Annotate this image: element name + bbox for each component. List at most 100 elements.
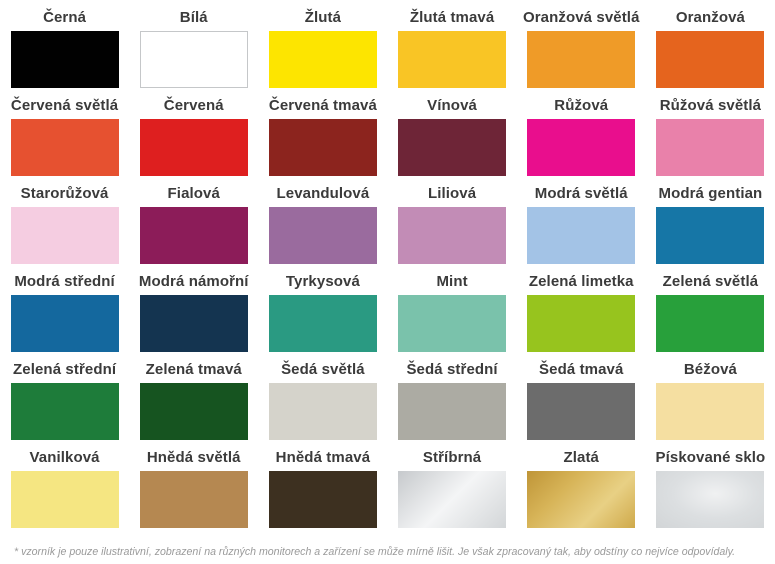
color-cell: Modrá světlá <box>517 176 646 264</box>
color-name: Hnědá světlá <box>146 449 241 466</box>
color-cell: Oranžová <box>646 0 775 88</box>
color-name: Zlatá <box>563 449 599 466</box>
color-cell: Modrá gentian <box>646 176 775 264</box>
color-cell: Hnědá světlá <box>129 440 258 528</box>
color-swatch <box>268 207 377 264</box>
color-cell: Starorůžová <box>0 176 129 264</box>
color-cell: Zelená tmavá <box>129 352 258 440</box>
color-cell: Hnědá tmavá <box>258 440 387 528</box>
color-cell: Zlatá <box>517 440 646 528</box>
color-name: Vanilková <box>29 449 100 466</box>
color-swatch <box>268 471 377 528</box>
color-swatch <box>398 31 507 88</box>
color-swatch <box>398 207 507 264</box>
color-swatch <box>656 31 765 88</box>
color-swatch <box>10 31 119 88</box>
color-swatch <box>10 295 119 352</box>
color-name: Šedá tmavá <box>539 361 624 378</box>
color-cell: Bílá <box>129 0 258 88</box>
color-name: Červená <box>163 97 224 114</box>
color-name: Béžová <box>683 361 737 378</box>
color-name: Červená světlá <box>10 97 119 114</box>
color-swatch <box>139 471 248 528</box>
color-name: Tyrkysová <box>285 273 360 290</box>
color-cell: Šedá světlá <box>258 352 387 440</box>
color-swatch <box>268 119 377 176</box>
color-cell: Žlutá <box>258 0 387 88</box>
color-swatch <box>398 119 507 176</box>
color-cell: Červená světlá <box>0 88 129 176</box>
color-cell: Růžová světlá <box>646 88 775 176</box>
color-name: Modrá světlá <box>534 185 628 202</box>
color-cell: Červená <box>129 88 258 176</box>
color-name: Modrá námořní <box>138 273 249 290</box>
color-name: Oranžová <box>675 9 745 26</box>
color-name: Mint <box>436 273 468 290</box>
color-name: Žlutá <box>304 9 342 26</box>
color-swatch <box>268 295 377 352</box>
color-swatch <box>656 295 765 352</box>
color-swatch <box>656 383 765 440</box>
color-name: Šedá střední <box>406 361 498 378</box>
color-cell: Zelená střední <box>0 352 129 440</box>
color-cell: Pískované sklo <box>646 440 775 528</box>
color-swatch <box>10 471 119 528</box>
color-name: Modrá střední <box>14 273 115 290</box>
color-cell: Modrá střední <box>0 264 129 352</box>
color-name: Hnědá tmavá <box>275 449 371 466</box>
color-cell: Žlutá tmavá <box>388 0 517 88</box>
color-cell: Černá <box>0 0 129 88</box>
color-name: Pískované sklo <box>655 449 766 466</box>
color-swatch <box>527 383 636 440</box>
color-cell: Červená tmavá <box>258 88 387 176</box>
color-swatch <box>139 207 248 264</box>
color-swatch <box>398 295 507 352</box>
color-swatch <box>656 207 765 264</box>
color-name: Modrá gentian <box>658 185 763 202</box>
color-cell: Fialová <box>129 176 258 264</box>
color-name: Zelená limetka <box>528 273 634 290</box>
color-cell: Šedá střední <box>388 352 517 440</box>
color-swatch <box>10 383 119 440</box>
color-cell: Liliová <box>388 176 517 264</box>
color-cell: Béžová <box>646 352 775 440</box>
color-name: Červená tmavá <box>268 97 377 114</box>
color-cell: Mint <box>388 264 517 352</box>
color-swatch <box>656 119 765 176</box>
color-swatch <box>527 31 636 88</box>
color-swatch <box>139 119 248 176</box>
color-swatch <box>527 471 636 528</box>
color-name: Oranžová světlá <box>522 9 640 26</box>
color-name: Bílá <box>179 9 208 26</box>
color-cell: Tyrkysová <box>258 264 387 352</box>
color-palette-grid: Černá Bílá Žlutá Žlutá tmavá Oranžová světlá… <box>0 0 775 528</box>
color-swatch <box>10 207 119 264</box>
color-cell: Růžová <box>517 88 646 176</box>
color-name: Liliová <box>427 185 477 202</box>
color-name: Levandulová <box>276 185 370 202</box>
color-name: Fialová <box>167 185 220 202</box>
color-cell: Šedá tmavá <box>517 352 646 440</box>
color-swatch <box>527 295 636 352</box>
disclaimer-footnote: * vzorník je pouze ilustrativní, zobraze… <box>14 546 736 558</box>
color-cell: Modrá námořní <box>129 264 258 352</box>
color-cell: Vanilková <box>0 440 129 528</box>
color-cell: Stříbrná <box>388 440 517 528</box>
color-name: Starorůžová <box>20 185 109 202</box>
color-swatch <box>398 471 507 528</box>
color-name: Černá <box>43 9 87 26</box>
color-cell: Zelená světlá <box>646 264 775 352</box>
color-name: Vínová <box>427 97 477 114</box>
color-swatch <box>10 119 119 176</box>
color-name: Zelená světlá <box>662 273 759 290</box>
color-swatch <box>268 383 377 440</box>
color-cell: Vínová <box>388 88 517 176</box>
color-name: Růžová <box>554 97 609 114</box>
color-swatch <box>268 31 377 88</box>
color-swatch <box>656 471 765 528</box>
color-name: Zelená střední <box>13 361 117 378</box>
color-name: Šedá světlá <box>281 361 365 378</box>
color-swatch <box>139 295 248 352</box>
color-cell: Oranžová světlá <box>517 0 646 88</box>
color-cell: Zelená limetka <box>517 264 646 352</box>
